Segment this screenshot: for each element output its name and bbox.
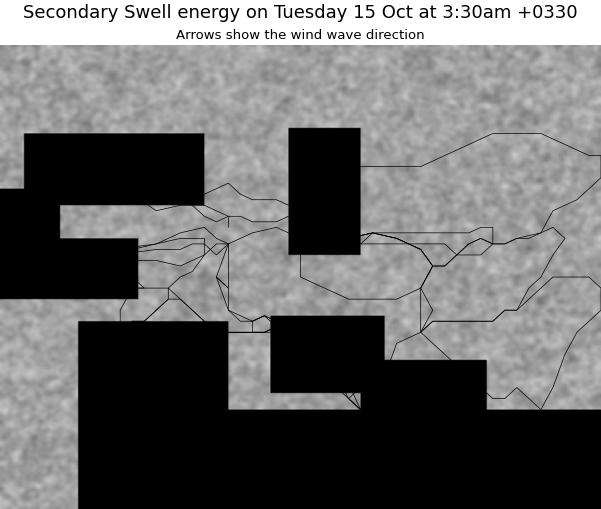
Text: Arrows show the wind wave direction: Arrows show the wind wave direction [176,30,425,42]
Text: Secondary Swell energy on Tuesday 15 Oct at 3:30am +0330: Secondary Swell energy on Tuesday 15 Oct… [23,4,578,22]
